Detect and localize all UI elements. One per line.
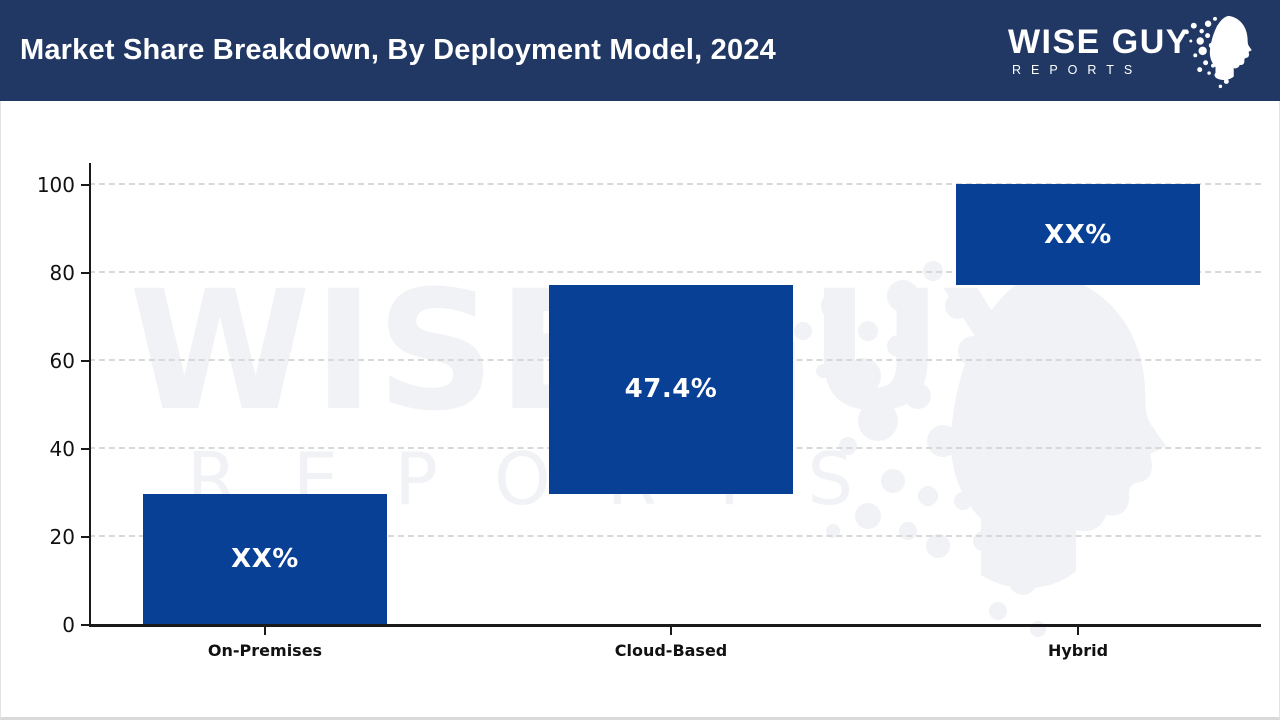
gridline <box>89 271 1261 273</box>
gridline <box>89 183 1261 185</box>
bar-value-label: 47.4% <box>624 374 718 405</box>
x-tick <box>670 627 672 635</box>
bar-value-label: XX% <box>1044 219 1112 250</box>
y-tick-label: 60 <box>49 349 75 373</box>
y-tick <box>81 272 89 274</box>
page-title: Market Share Breakdown, By Deployment Mo… <box>20 34 776 66</box>
header-bar: Market Share Breakdown, By Deployment Mo… <box>0 0 1280 101</box>
y-tick <box>81 360 89 362</box>
brand-logo-text: WISE GUY REPORTS <box>1008 25 1190 77</box>
y-tick-label: 20 <box>49 525 75 549</box>
y-tick-label: 80 <box>49 261 75 285</box>
x-tick <box>264 627 266 635</box>
x-axis-line <box>89 624 1261 627</box>
brand-head-icon <box>1184 15 1252 88</box>
bar-segment: XX% <box>143 493 387 624</box>
gridline <box>89 535 1261 537</box>
y-tick-label: 40 <box>49 437 75 461</box>
y-axis-line <box>89 163 91 626</box>
y-tick-label: 0 <box>62 613 75 637</box>
bar-segment: 47.4% <box>549 285 793 494</box>
y-tick <box>81 536 89 538</box>
x-category-label: Hybrid <box>1047 641 1109 660</box>
x-category-label: On-Premises <box>207 641 323 660</box>
brand-name: WISE GUY <box>1007 22 1190 61</box>
brand-logo: WISE GUY REPORTS <box>1008 8 1252 94</box>
bar-value-label: XX% <box>231 543 299 574</box>
x-tick <box>1077 627 1079 635</box>
plot-region: XX% 47.4% XX% 0 20 40 60 80 100 On-Premises Cloud-… <box>1 101 1279 717</box>
bar-segment: XX% <box>956 184 1200 286</box>
y-tick-label: 100 <box>36 173 75 197</box>
y-tick <box>81 184 89 186</box>
y-tick <box>81 448 89 450</box>
x-category-label: Cloud-Based <box>614 641 728 660</box>
y-tick <box>81 624 89 626</box>
brand-subtitle: REPORTS <box>1011 62 1143 77</box>
